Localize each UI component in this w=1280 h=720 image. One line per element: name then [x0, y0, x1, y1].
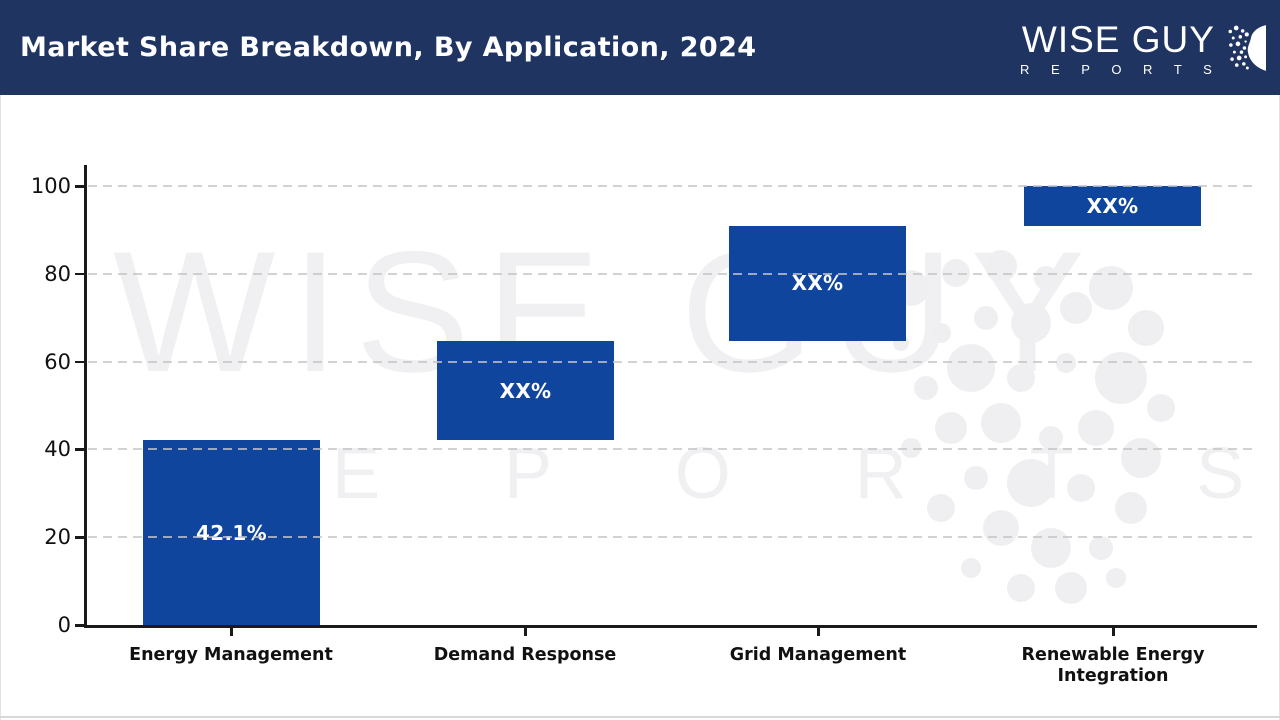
y-axis-line	[84, 165, 87, 627]
y-tick-label: 0	[57, 613, 71, 637]
x-tickmark	[230, 628, 233, 636]
bar: XX%	[1024, 186, 1201, 226]
x-tickmark	[1112, 628, 1115, 636]
y-tick-label: 40	[44, 437, 71, 462]
y-tickmark	[75, 272, 84, 276]
gridline	[88, 185, 1257, 187]
gridline	[88, 536, 1257, 539]
x-axis-line	[84, 625, 1257, 628]
bar: XX%	[729, 225, 906, 341]
brand-logo: WISE GUY R E P O R T S	[1016, 8, 1266, 88]
bar: XX%	[437, 340, 614, 441]
gridline	[88, 272, 1257, 275]
y-tickmark	[75, 185, 84, 188]
y-tick-label: 20	[44, 525, 71, 550]
brand-name: WISE GUY	[1021, 18, 1215, 60]
x-category-label: Energy Management	[129, 645, 333, 665]
y-tickmark	[75, 360, 84, 364]
y-tickmark	[75, 624, 84, 627]
header-bar: Market Share Breakdown, By Application, …	[0, 0, 1280, 95]
brand-subtitle: R E P O R T S	[1020, 61, 1221, 77]
x-tickmark	[524, 628, 527, 636]
x-tickmark	[817, 628, 820, 636]
bar: 42.1%	[143, 440, 320, 625]
chart-area: WISE GUY R E P O R T S	[0, 95, 1280, 720]
y-tick-label: 60	[44, 349, 71, 374]
gridline	[88, 360, 1257, 363]
bar-value-label: XX%	[791, 271, 844, 296]
y-tickmark	[75, 536, 84, 539]
chart-title: Market Share Breakdown, By Application, …	[20, 32, 757, 63]
y-tick-label: 100	[30, 174, 71, 198]
brand-wordmark: WISE GUY R E P O R T S	[1016, 18, 1221, 77]
bar-value-label: 42.1%	[196, 520, 267, 545]
footer-rule	[0, 716, 1280, 718]
x-category-label: Renewable Energy Integration	[1021, 645, 1205, 686]
y-tick-label: 80	[44, 261, 71, 286]
watermark-text-2: R E P O R T S	[156, 434, 1280, 514]
y-tickmark	[75, 448, 84, 451]
x-category-label: Grid Management	[729, 645, 907, 665]
brand-face-icon	[1228, 25, 1266, 71]
gridline	[88, 448, 1257, 451]
bar-value-label: XX%	[1086, 193, 1139, 218]
x-category-label: Demand Response	[433, 645, 617, 665]
bar-value-label: XX%	[499, 378, 552, 403]
